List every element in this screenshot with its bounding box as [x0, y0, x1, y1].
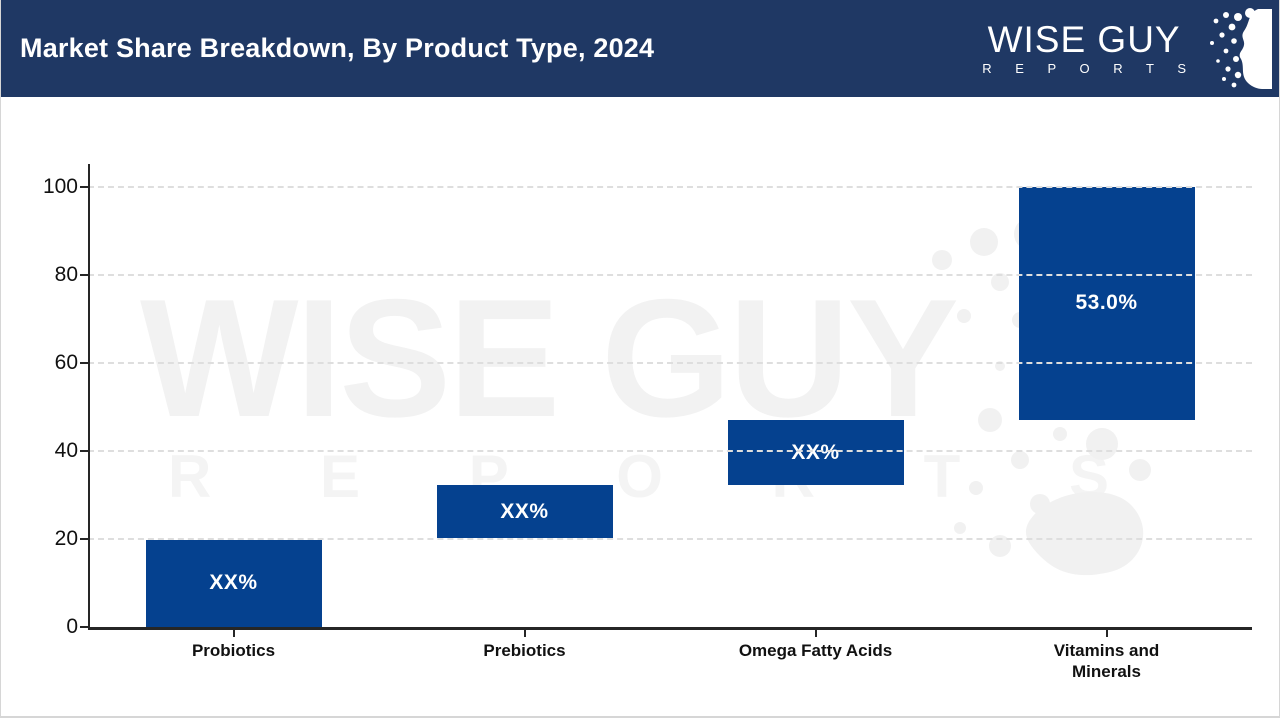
- y-tick-label: 80: [54, 262, 78, 286]
- bar-value-label: XX%: [500, 499, 549, 523]
- gridline-y-40: [88, 449, 1252, 452]
- y-tick-label: 100: [42, 174, 78, 198]
- bar-value-label: XX%: [209, 571, 258, 595]
- y-axis-line: [88, 164, 90, 629]
- y-tick-label: 0: [66, 615, 78, 638]
- x-tick-label: Omega Fatty Acids: [738, 641, 893, 660]
- brand-logo-face-icon: [1210, 7, 1272, 89]
- x-axis-line: [88, 627, 1252, 630]
- x-tick-label: Vitamins and Minerals: [1053, 641, 1160, 681]
- bar-probiotics: XX%: [145, 539, 322, 627]
- y-tick-mark: [80, 361, 88, 364]
- y-tick-mark: [80, 273, 88, 276]
- bar-omega-fatty-acids: XX%: [727, 420, 904, 486]
- gridline-y-60: [88, 361, 1252, 364]
- y-tick-label: 60: [54, 350, 78, 374]
- x-tick-mark: [523, 630, 526, 637]
- brand-logo-wiseguy: WISE GUY: [987, 19, 1181, 60]
- watermark-text-reports: R E P O R T S: [168, 443, 1155, 510]
- bar-prebiotics: XX%: [436, 485, 613, 539]
- x-tick-label: Probiotics: [191, 641, 276, 660]
- y-tick-label: 20: [54, 526, 78, 550]
- brand-logo-reports: R E P O R T S: [982, 61, 1196, 76]
- brand-logo: WISE GUY R E P O R T S: [972, 5, 1272, 93]
- bar-value-label: XX%: [791, 440, 840, 464]
- header-bar: Market Share Breakdown, By Product Type,…: [0, 0, 1280, 97]
- gridline-y-80: [88, 273, 1252, 276]
- x-tick-mark: [814, 630, 817, 637]
- x-tick-mark: [232, 630, 235, 637]
- gridline-y-20: [88, 537, 1252, 540]
- y-tick-mark: [80, 449, 88, 452]
- chart-title: Market Share Breakdown, By Product Type,…: [20, 33, 655, 63]
- y-tick-mark: [80, 185, 88, 188]
- bar-value-label: 53.0%: [1075, 291, 1138, 315]
- bar-vitamins-and-minerals: 53.0%: [1018, 186, 1195, 420]
- brand-logo-text: WISE GUY R E P O R T S: [972, 19, 1196, 77]
- y-tick-mark: [80, 537, 88, 540]
- y-tick-mark: [80, 626, 88, 628]
- gridline-y-100: [88, 185, 1252, 188]
- y-tick-label: 40: [54, 438, 78, 462]
- x-tick-mark: [1105, 630, 1108, 637]
- x-tick-label: Prebiotics: [483, 641, 566, 660]
